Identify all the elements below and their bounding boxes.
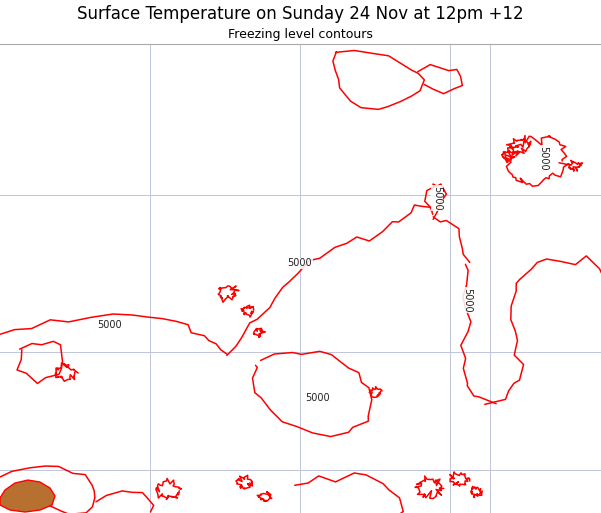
Polygon shape <box>0 480 55 512</box>
Text: Freezing level contours: Freezing level contours <box>228 28 373 41</box>
Text: Surface Temperature on Sunday 24 Nov at 12pm +12: Surface Temperature on Sunday 24 Nov at … <box>77 5 524 23</box>
Text: 5000: 5000 <box>306 393 331 403</box>
Text: 5000: 5000 <box>98 320 123 330</box>
Text: 5000: 5000 <box>288 259 313 268</box>
Text: 5000: 5000 <box>462 288 472 312</box>
Text: 5000: 5000 <box>432 186 442 211</box>
Text: 5000: 5000 <box>538 146 548 171</box>
